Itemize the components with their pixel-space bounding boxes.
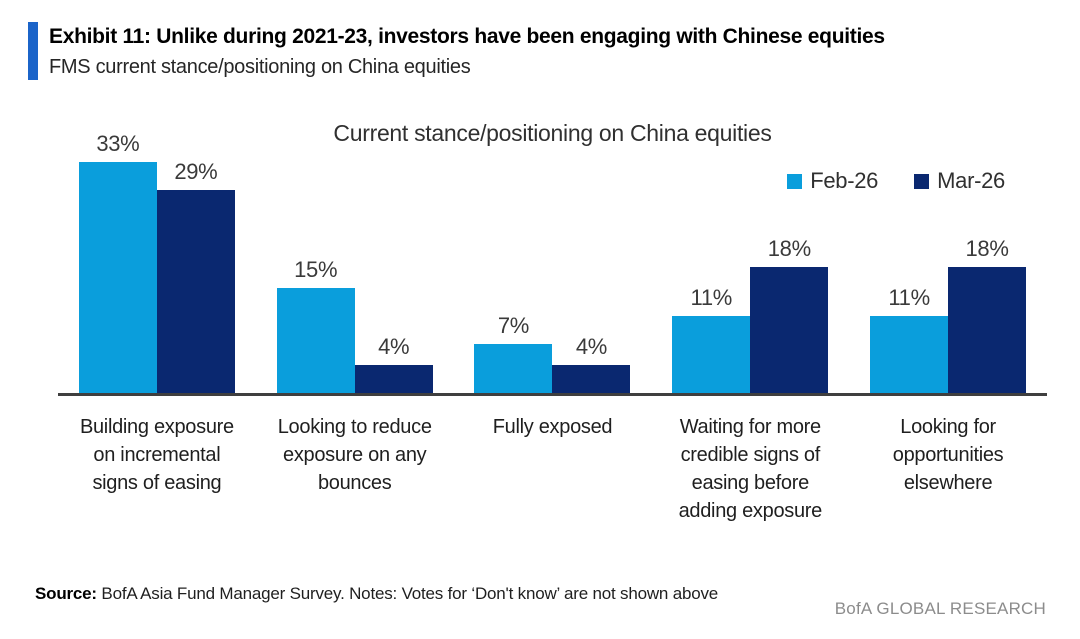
bar-value-label: 33% [96, 131, 140, 156]
category-label-2: Looking to reduce exposure on any bounce… [277, 416, 432, 494]
bar-chart: Current stance/positioning on China equi… [58, 112, 1047, 396]
bar-rect [750, 267, 829, 393]
legend-swatch [787, 173, 803, 189]
legend-swatch [914, 173, 930, 189]
bar-rect [474, 344, 553, 393]
bar-group-5: 11% 18% [849, 236, 1047, 393]
category-label-5: Looking for opportunities elsewhere [892, 416, 1004, 494]
bar-rect [276, 288, 355, 393]
bar-value-label: 18% [767, 236, 811, 261]
accent-bar [28, 22, 38, 80]
category-label-4: Waiting for more credible signs of easin… [678, 416, 823, 522]
bar-rect [156, 190, 235, 393]
chart-legend: Feb-26 Mar-26 [787, 168, 1005, 194]
plot-area: 33% 29% 15% 4% 7% 4% 11% 18% 11% 18% [58, 130, 1047, 396]
legend-label: Mar-26 [937, 168, 1005, 193]
source-label: Source: [35, 584, 97, 603]
source-line: Source: BofA Asia Fund Manager Survey. N… [35, 584, 718, 604]
bar-rect [552, 365, 631, 393]
exhibit-subtitle: FMS current stance/positioning on China … [49, 55, 471, 78]
bar-value-label: 15% [294, 257, 338, 282]
bar-rect [354, 365, 433, 393]
legend-item-feb-26: Feb-26 [787, 168, 878, 194]
bar-feb-26-group-2: 15% [276, 257, 355, 393]
bar-feb-26-group-3: 7% [474, 313, 553, 393]
bar-mar-26-group-2: 4% [354, 334, 433, 393]
header-titles: Exhibit 11: Unlike during 2021-23, inves… [49, 22, 885, 80]
exhibit-header: Exhibit 11: Unlike during 2021-23, inves… [28, 22, 885, 80]
bar-value-label: 11% [690, 285, 733, 310]
category-label-3: Fully exposed [492, 416, 613, 438]
bar-group-4: 11% 18% [651, 236, 849, 393]
bar-mar-26-group-1: 29% [156, 159, 235, 393]
bar-rect [78, 162, 157, 393]
source-text: BofA Asia Fund Manager Survey. Notes: Vo… [96, 584, 719, 603]
bar-value-label: 11% [888, 285, 930, 310]
bar-value-label: 4% [575, 334, 608, 359]
bar-value-label: 4% [378, 334, 410, 359]
bar-mar-26-group-5: 18% [948, 236, 1027, 393]
bar-rect [948, 267, 1027, 393]
legend-item-mar-26: Mar-26 [914, 168, 1005, 194]
bar-value-label: 7% [497, 313, 530, 338]
bar-value-label: 29% [174, 159, 218, 184]
chart-title: Current stance/positioning on China equi… [333, 120, 772, 146]
bar-mar-26-group-3: 4% [552, 334, 631, 393]
exhibit-title: Exhibit 11: Unlike during 2021-23, inves… [49, 24, 885, 48]
bar-feb-26-group-4: 11% [672, 285, 751, 393]
bar-rect [672, 316, 751, 393]
bar-value-label: 18% [965, 236, 1009, 261]
bar-group-3: 7% 4% [454, 313, 652, 393]
bar-feb-26-group-1: 33% [78, 131, 157, 393]
bar-group-1: 33% 29% [58, 131, 256, 393]
category-labels: Building exposure on incremental signs o… [58, 405, 1047, 525]
branding: BofA GLOBAL RESEARCH [834, 599, 1046, 618]
bar-feb-26-group-5: 11% [870, 285, 949, 393]
legend-label: Feb-26 [810, 168, 879, 193]
bar-rect [870, 316, 949, 393]
bar-mar-26-group-4: 18% [750, 236, 829, 393]
category-label-1: Building exposure on incremental signs o… [79, 416, 234, 494]
bar-group-2: 15% 4% [256, 257, 454, 393]
